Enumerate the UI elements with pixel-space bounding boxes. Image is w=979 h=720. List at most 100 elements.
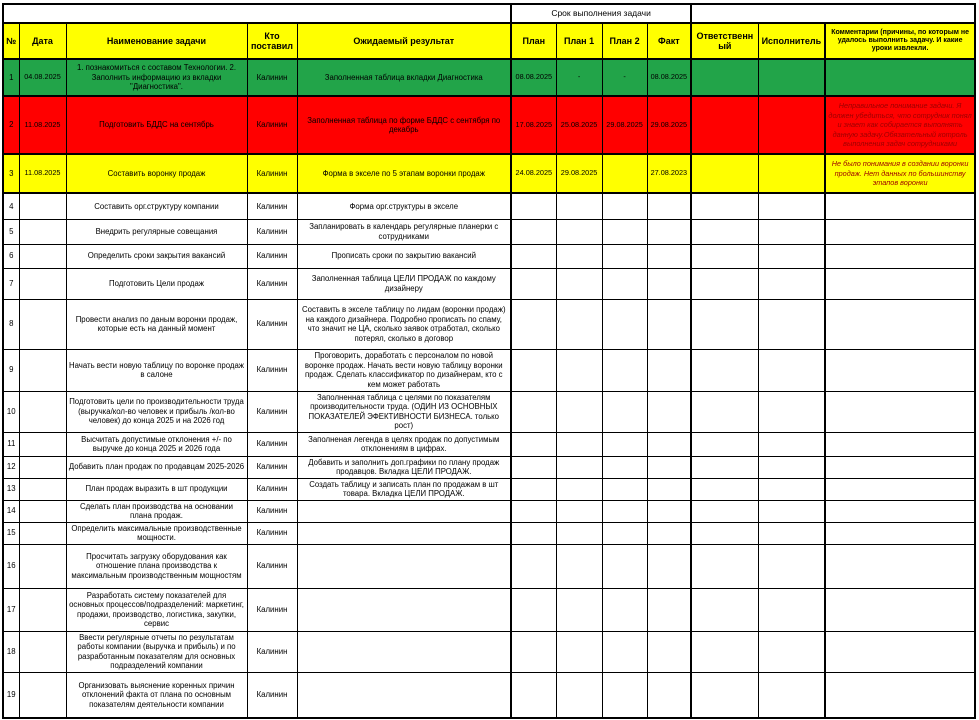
cell-task-name[interactable]: Сделать план производства на основании п… (65, 499, 248, 523)
cell-who-assigned[interactable]: Калинин (246, 267, 298, 300)
cell-who-assigned[interactable]: Калинин (246, 477, 298, 501)
cell-plan-2[interactable] (601, 348, 648, 392)
cell-responsible[interactable] (690, 455, 759, 479)
cell-plan-2[interactable] (601, 431, 648, 457)
cell-fact[interactable] (646, 218, 692, 245)
cell-number[interactable]: 1 (2, 58, 20, 97)
cell-date[interactable]: 04.08.2025 (18, 58, 67, 97)
cell-fact[interactable] (646, 267, 692, 300)
cell-date[interactable] (18, 348, 67, 392)
cell-comment[interactable] (824, 192, 976, 220)
cell-executor[interactable] (757, 477, 826, 501)
cell-task-name[interactable]: Начать вести новую таблицу по воронке пр… (65, 348, 248, 392)
cell-expected-result[interactable]: Заполненная таблица вкладки Диагностика (296, 58, 512, 97)
cell-expected-result[interactable]: Форма орг.структуры в экселе (296, 192, 512, 220)
cell-who-assigned[interactable]: Калинин (246, 671, 298, 719)
cell-plan[interactable] (510, 267, 557, 300)
cell-executor[interactable] (757, 95, 826, 155)
cell-fact[interactable] (646, 431, 692, 457)
cell-plan[interactable] (510, 587, 557, 632)
cell-date[interactable] (18, 431, 67, 457)
cell-expected-result[interactable]: Запланировать в календарь регулярные пла… (296, 218, 512, 245)
cell-plan-1[interactable]: 29.08.2025 (555, 153, 603, 194)
cell-date[interactable] (18, 671, 67, 719)
cell-number[interactable]: 16 (2, 543, 20, 589)
deadline-span-right-spacer[interactable] (690, 3, 976, 24)
cell-task-name[interactable]: Разработать систему показателей для осно… (65, 587, 248, 632)
cell-task-name[interactable]: Подготовить Цели продаж (65, 267, 248, 300)
cell-plan-1[interactable] (555, 243, 603, 269)
cell-fact[interactable] (646, 587, 692, 632)
cell-executor[interactable] (757, 243, 826, 269)
cell-plan[interactable]: 17.08.2025 (510, 95, 557, 155)
cell-plan-2[interactable] (601, 267, 648, 300)
cell-expected-result[interactable] (296, 543, 512, 589)
cell-plan-2[interactable] (601, 477, 648, 501)
cell-who-assigned[interactable]: Калинин (246, 243, 298, 269)
cell-executor[interactable] (757, 192, 826, 220)
cell-fact[interactable] (646, 243, 692, 269)
cell-date[interactable] (18, 218, 67, 245)
header-plan1[interactable]: План 1 (555, 22, 603, 60)
cell-plan-1[interactable] (555, 455, 603, 479)
cell-plan-2[interactable]: 29.08.2025 (601, 95, 648, 155)
cell-executor[interactable] (757, 390, 826, 433)
cell-executor[interactable] (757, 671, 826, 719)
cell-responsible[interactable] (690, 390, 759, 433)
cell-number[interactable]: 3 (2, 153, 20, 194)
cell-plan[interactable] (510, 543, 557, 589)
cell-number[interactable]: 13 (2, 477, 20, 501)
cell-date[interactable] (18, 499, 67, 523)
cell-who-assigned[interactable]: Калинин (246, 95, 298, 155)
cell-responsible[interactable] (690, 587, 759, 632)
cell-plan[interactable] (510, 298, 557, 350)
cell-comment[interactable] (824, 348, 976, 392)
cell-executor[interactable] (757, 455, 826, 479)
cell-date[interactable] (18, 587, 67, 632)
cell-who-assigned[interactable]: Калинин (246, 431, 298, 457)
cell-who-assigned[interactable]: Калинин (246, 218, 298, 245)
cell-executor[interactable] (757, 543, 826, 589)
cell-task-name[interactable]: Организовать выяснение коренных причин о… (65, 671, 248, 719)
cell-number[interactable]: 8 (2, 298, 20, 350)
cell-responsible[interactable] (690, 58, 759, 97)
cell-comment[interactable] (824, 267, 976, 300)
cell-number[interactable]: 19 (2, 671, 20, 719)
cell-date[interactable] (18, 192, 67, 220)
header-comment[interactable]: Комментарии (причины, по которым не удал… (824, 22, 976, 60)
cell-plan[interactable] (510, 243, 557, 269)
cell-executor[interactable] (757, 587, 826, 632)
cell-task-name[interactable]: Подготовить БДДС на сентябрь (65, 95, 248, 155)
header-who[interactable]: Кто поставил (246, 22, 298, 60)
cell-expected-result[interactable]: Заполненная таблица ЦЕЛИ ПРОДАЖ по каждо… (296, 267, 512, 300)
cell-number[interactable]: 15 (2, 521, 20, 545)
cell-who-assigned[interactable]: Калинин (246, 499, 298, 523)
cell-task-name[interactable]: Подготовить цели по производительности т… (65, 390, 248, 433)
cell-plan-1[interactable] (555, 630, 603, 673)
cell-expected-result[interactable]: Форма в экселе по 5 этапам воронки прода… (296, 153, 512, 194)
cell-responsible[interactable] (690, 95, 759, 155)
cell-number[interactable]: 18 (2, 630, 20, 673)
cell-expected-result[interactable]: Прописать сроки по закрытию вакансий (296, 243, 512, 269)
cell-fact[interactable] (646, 671, 692, 719)
header-executor[interactable]: Исполнитель (757, 22, 826, 60)
cell-responsible[interactable] (690, 543, 759, 589)
cell-responsible[interactable] (690, 630, 759, 673)
cell-plan[interactable] (510, 192, 557, 220)
cell-plan[interactable]: 08.08.2025 (510, 58, 557, 97)
cell-comment[interactable]: Не было понимания в создании воронки про… (824, 153, 976, 194)
cell-plan[interactable] (510, 390, 557, 433)
cell-number[interactable]: 12 (2, 455, 20, 479)
cell-expected-result[interactable]: Заполненная таблица с целями по показате… (296, 390, 512, 433)
cell-task-name[interactable]: 1. познакомиться с составом Технологии. … (65, 58, 248, 97)
cell-plan[interactable] (510, 348, 557, 392)
cell-date[interactable] (18, 521, 67, 545)
cell-date[interactable] (18, 298, 67, 350)
header-date[interactable]: Дата (18, 22, 67, 60)
cell-date[interactable] (18, 390, 67, 433)
cell-responsible[interactable] (690, 192, 759, 220)
cell-comment[interactable] (824, 543, 976, 589)
cell-responsible[interactable] (690, 218, 759, 245)
cell-comment[interactable] (824, 477, 976, 501)
cell-fact[interactable] (646, 455, 692, 479)
